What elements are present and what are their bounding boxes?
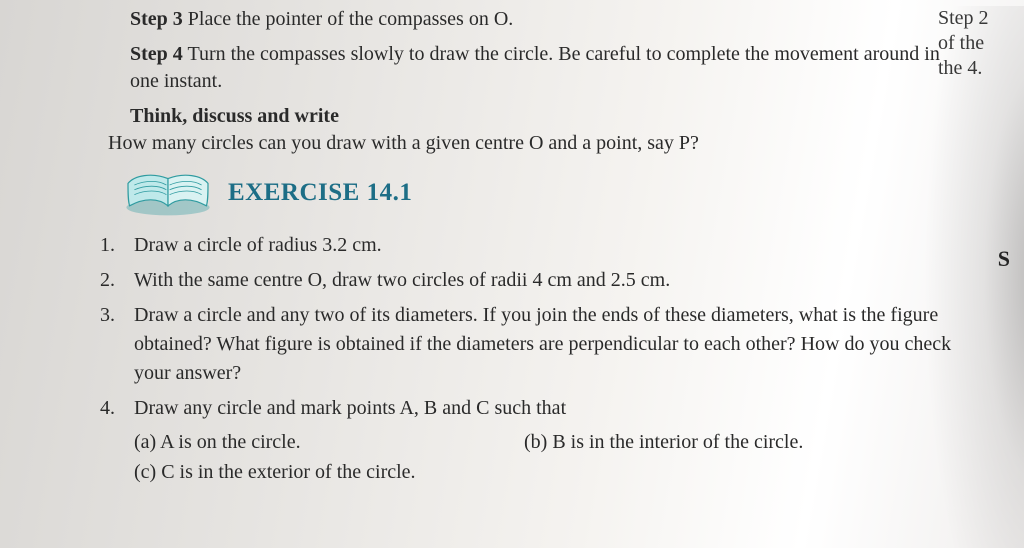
think-question: How many circles can you draw with a giv… (108, 132, 964, 155)
exercise-item-4-sub: (a) A is on the circle. (b) B is in the … (134, 427, 964, 487)
sub-a: (a) A is on the circle. (134, 427, 524, 457)
exercise-header: EXERCISE 14.1 (120, 169, 964, 217)
sub-b: (b) B is in the interior of the circle. (524, 427, 914, 457)
step-3-text: Place the pointer of the compasses on O. (188, 8, 513, 30)
fragment-s: S (998, 246, 1010, 272)
open-book-icon (120, 169, 216, 217)
fragment-ofthe: of the (938, 31, 1018, 56)
exercise-item-1: Draw a circle of radius 3.2 cm. (100, 231, 964, 260)
fragment-the4: the 4. (938, 56, 1018, 81)
exercise-item-2: With the same centre O, draw two circles… (100, 266, 964, 295)
fragment-step: Step 2 (938, 6, 1018, 31)
exercise-item-4: Draw any circle and mark points A, B and… (100, 394, 964, 487)
step-4-label: Step 4 (130, 43, 183, 65)
exercise-title: EXERCISE 14.1 (228, 179, 412, 207)
step-4-text: Turn the compasses slowly to draw the ci… (130, 43, 940, 92)
step-3: Step 3 Place the pointer of the compasse… (130, 6, 964, 33)
exercise-list: Draw a circle of radius 3.2 cm. With the… (90, 231, 964, 487)
step-3-label: Step 3 (130, 8, 183, 30)
sub-c: (c) C is in the exterior of the circle. (134, 457, 524, 487)
step-4: Step 4 Turn the compasses slowly to draw… (130, 41, 964, 95)
exercise-item-3: Draw a circle and any two of its diamete… (100, 301, 964, 388)
next-page-fragments: Step 2 of the the 4. (938, 6, 1018, 81)
textbook-page: Step 3 Place the pointer of the compasse… (0, 6, 1024, 548)
think-title: Think, discuss and write (130, 105, 964, 128)
exercise-item-4-text: Draw any circle and mark points A, B and… (134, 397, 566, 419)
